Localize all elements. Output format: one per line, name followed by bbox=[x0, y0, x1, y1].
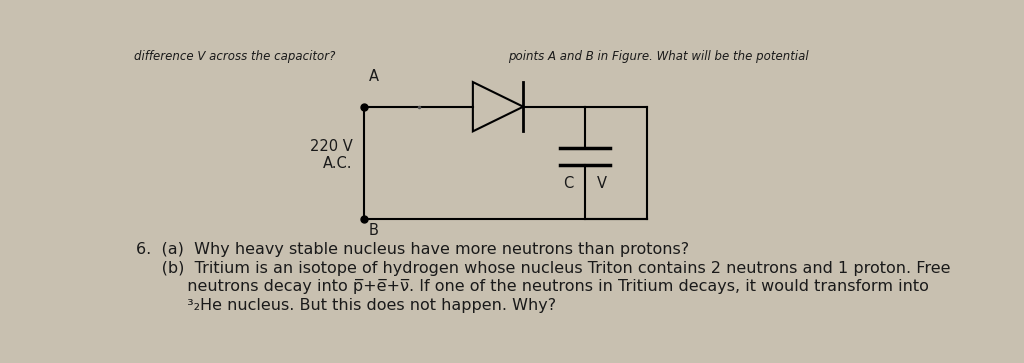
Text: (b)  Tritium is an isotope of hydrogen whose nucleus Triton contains 2 neutrons : (b) Tritium is an isotope of hydrogen wh… bbox=[136, 261, 950, 276]
Text: A: A bbox=[369, 69, 379, 83]
Text: neutrons decay into p̅+e̅+ν̅. If one of the neutrons in Tritium decays, it would: neutrons decay into p̅+e̅+ν̅. If one of … bbox=[136, 279, 929, 294]
Text: 6.  (a)  Why heavy stable nucleus have more neutrons than protons?: 6. (a) Why heavy stable nucleus have mor… bbox=[136, 242, 689, 257]
Text: C: C bbox=[563, 176, 573, 191]
Text: ³₂He nucleus. But this does not happen. Why?: ³₂He nucleus. But this does not happen. … bbox=[136, 298, 556, 313]
Text: 220 V
A.C.: 220 V A.C. bbox=[310, 139, 352, 171]
Text: B: B bbox=[369, 223, 379, 238]
Text: points A and B in Figure. What will be the potential: points A and B in Figure. What will be t… bbox=[508, 50, 808, 63]
Text: difference V across the capacitor?: difference V across the capacitor? bbox=[134, 50, 336, 63]
Text: V: V bbox=[597, 176, 607, 191]
